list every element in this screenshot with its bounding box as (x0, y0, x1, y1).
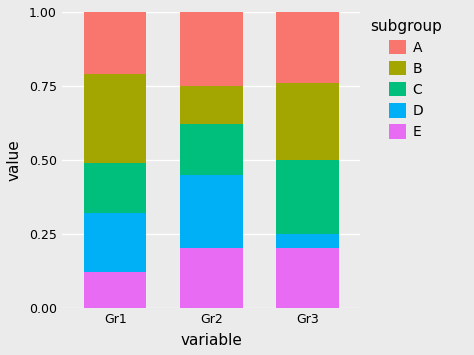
Legend: A, B, C, D, E: A, B, C, D, E (370, 19, 442, 139)
Bar (180, 12, 243, 86)
Bar (84, 213, 146, 272)
Bar (276, 83, 338, 160)
Bar (84, 74, 146, 163)
Bar (84, 163, 146, 213)
Y-axis label: value: value (7, 139, 22, 181)
Bar (180, 248, 243, 307)
Bar (180, 175, 243, 248)
Bar (276, 248, 338, 307)
Bar (180, 124, 243, 175)
Bar (276, 12, 338, 83)
Bar (180, 86, 243, 124)
X-axis label: variable: variable (181, 333, 242, 348)
Bar (84, 12, 146, 74)
Bar (276, 234, 338, 248)
Bar (84, 272, 146, 307)
Bar (276, 160, 338, 234)
